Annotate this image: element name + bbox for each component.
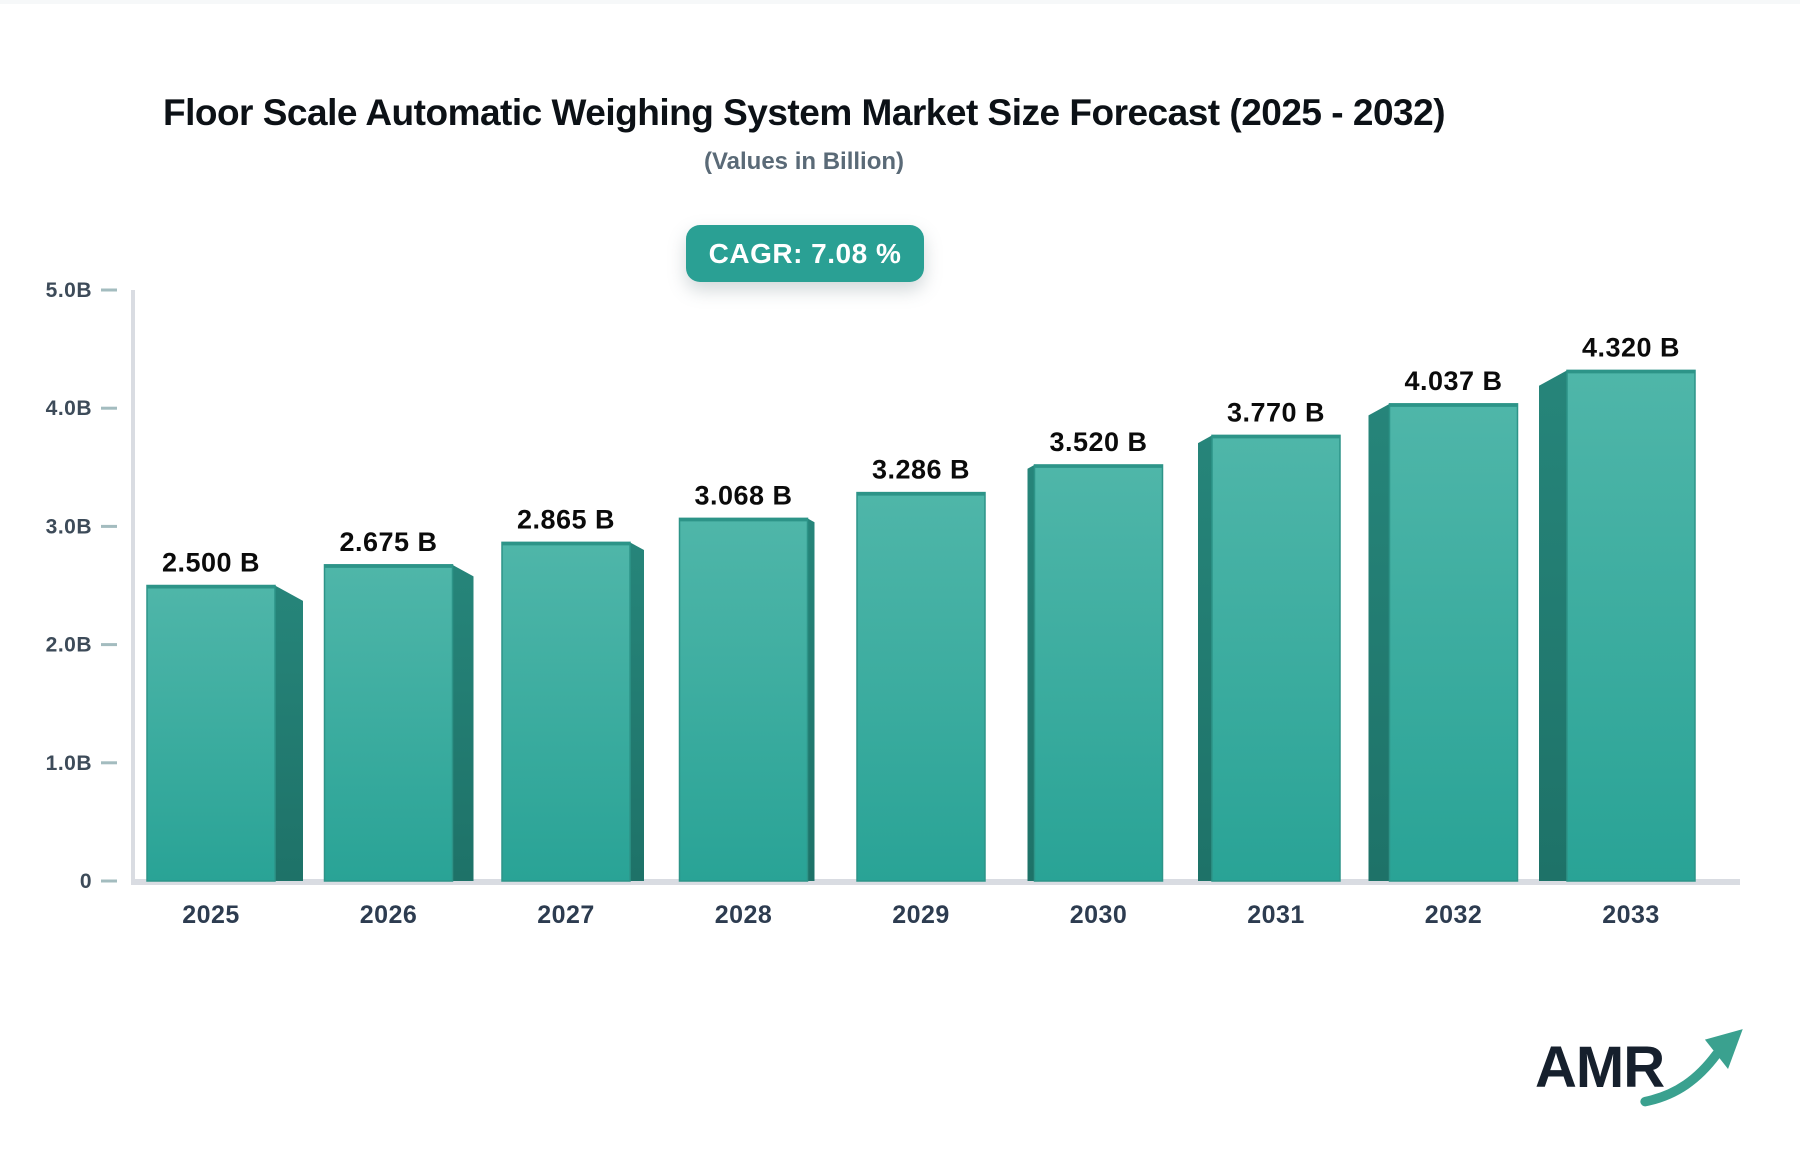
bar-2026: 2.675 B 2026 [323,527,474,929]
bar-value-label: 2.675 B [339,527,437,557]
bar-front-face [501,541,631,882]
y-tick-mark [101,524,117,528]
bar-value-label: 4.320 B [1582,332,1680,362]
y-tick-label: 4.0B [46,397,92,420]
bar-value-label: 3.520 B [1049,427,1147,457]
x-axis-label: 2029 [892,901,950,929]
bar-value-label: 3.286 B [872,455,970,485]
bar-side-face [1198,435,1212,881]
bar-side-face [630,542,644,881]
bar-side-face [1368,403,1390,881]
top-border [0,0,1800,4]
y-tick-mark [101,761,117,765]
bar-side-face [1539,370,1567,881]
y-tick-label: 0 [80,870,92,893]
y-axis-line [131,290,135,885]
bar-2031: 3.770 B 2031 [1198,397,1341,929]
x-axis-label: 2032 [1425,901,1483,929]
bar-side-face [1027,464,1035,881]
y-tick-mark [101,406,117,410]
bar-front-face [323,564,454,882]
y-tick-label: 1.0B [46,752,92,775]
bar-front-face [856,491,986,882]
y-tick-label: 2.0B [46,634,92,657]
bar-side-face [275,585,303,881]
bar-2027: 2.865 B 2027 [501,504,644,929]
bar-front-face [678,517,809,882]
x-axis-label: 2025 [182,901,240,929]
growth-arrow-icon [1640,1029,1743,1107]
x-axis-label: 2026 [360,901,418,929]
bar-front-face [1033,464,1164,882]
y-tick-mark [101,643,117,647]
x-axis-label: 2031 [1247,901,1305,929]
bar-2033: 4.320 B 2033 [1539,332,1696,929]
bar-2028: 3.068 B 2028 [678,480,815,929]
x-axis-label: 2033 [1602,901,1660,929]
bar-side-face [807,518,815,881]
bar-value-label: 3.068 B [694,480,792,510]
x-axis-label: 2030 [1070,901,1128,929]
bar-side-face [452,564,474,881]
bar-front-face [146,584,276,882]
y-tick-mark [101,879,117,883]
bar-front-face [1566,369,1696,882]
amr-logo-text: AMR [1535,1035,1665,1100]
bar-front-face [1211,434,1341,882]
bar-2030: 3.520 B 2030 [1027,427,1164,929]
bar-2025: 2.500 B 2025 [146,548,303,929]
chart-subtitle: (Values in Billion) [703,148,905,175]
amr-logo: AMR [1535,1029,1755,1120]
bar-value-label: 2.865 B [517,504,615,534]
x-axis-label: 2028 [715,901,773,929]
bar-front-face [1388,403,1519,882]
y-tick-label: 5.0B [46,279,92,302]
x-axis-line [131,879,1740,885]
cagr-badge-label: CAGR: 7.08 % [708,237,902,269]
bar-value-label: 4.037 B [1404,366,1502,396]
y-tick-mark [101,288,117,292]
bar-value-label: 2.500 B [162,548,260,578]
x-axis-label: 2027 [537,901,595,929]
bar-value-label: 3.770 B [1227,397,1325,427]
cagr-badge: CAGR: 7.08 % [686,225,924,282]
bar-2032: 4.037 B 2032 [1368,366,1519,929]
chart-title: Floor Scale Automatic Weighing System Ma… [162,92,1446,133]
y-tick-label: 3.0B [46,515,92,538]
bar-2029: 3.286 B 2029 [856,455,986,929]
